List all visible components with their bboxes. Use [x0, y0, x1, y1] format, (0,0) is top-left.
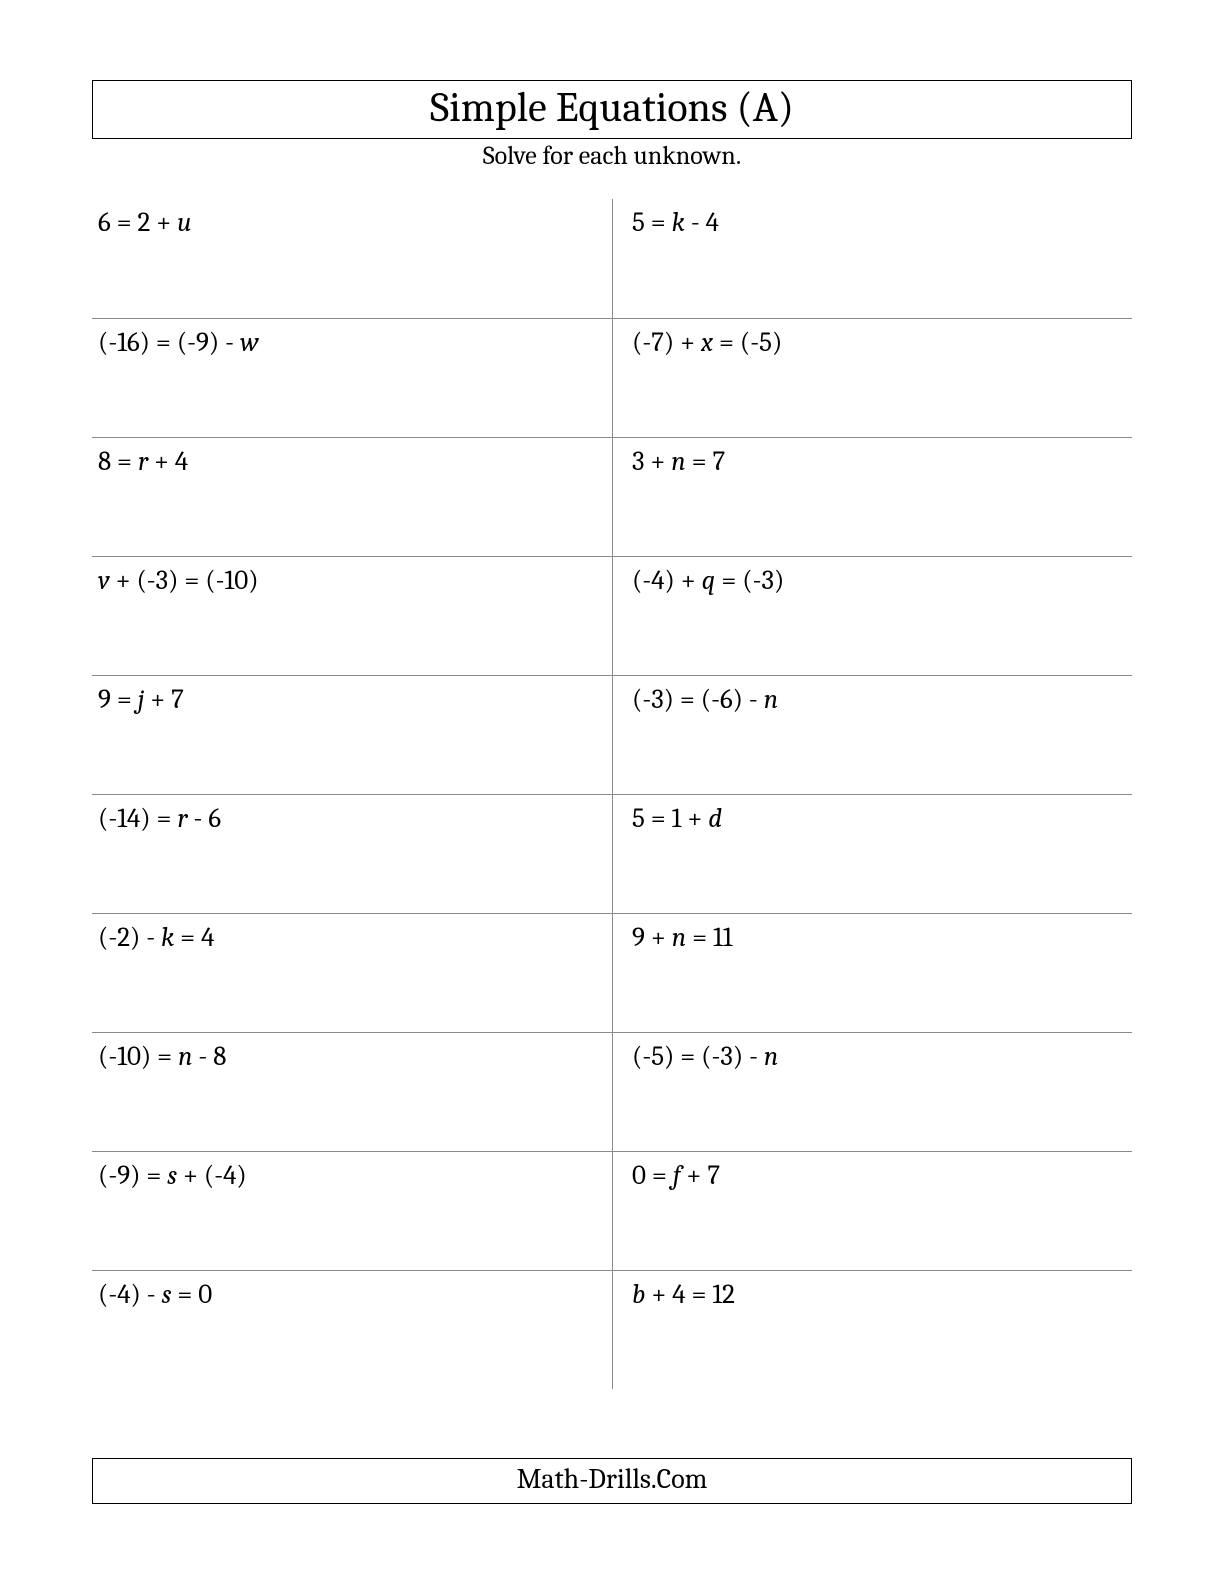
title-box: Simple Equations (A) — [92, 80, 1132, 139]
equation-text: - 8 — [192, 1041, 226, 1072]
equation-text: 5 = 1 + — [632, 803, 708, 834]
variable: u — [177, 207, 191, 238]
equation-text: = 4 — [174, 922, 214, 953]
equation-cell: (-4) + q = (-3) — [612, 556, 1132, 675]
equation-cell: (-10) = n - 8 — [92, 1032, 612, 1151]
page-footer: Math-Drills.Com — [92, 1458, 1132, 1504]
equation-cell: (-5) = (-3) - n — [612, 1032, 1132, 1151]
equation-text: (-10) = — [98, 1041, 178, 1072]
equation-cell: v + (-3) = (-10) — [92, 556, 612, 675]
variable: n — [764, 684, 778, 715]
equation-text: 6 = 2 + — [98, 207, 177, 238]
equation-text: = 11 — [686, 922, 732, 953]
equation-text: = 0 — [171, 1279, 212, 1310]
variable: r — [177, 803, 187, 834]
variable: w — [240, 327, 259, 358]
equation-cell: 9 + n = 11 — [612, 913, 1132, 1032]
variable: b — [632, 1279, 645, 1310]
equation-grid: 6 = 2 + u(-16) = (-9) - w8 = r + 4v + (-… — [92, 199, 1132, 1389]
variable: k — [672, 207, 685, 238]
page-subtitle: Solve for each unknown. — [92, 141, 1132, 171]
variable: x — [701, 327, 713, 358]
equation-cell: (-4) - s = 0 — [92, 1270, 612, 1389]
equation-text: (-7) + — [632, 327, 701, 358]
variable: n — [178, 1041, 192, 1072]
equation-cell: (-14) = r - 6 — [92, 794, 612, 913]
variable: v — [98, 565, 110, 596]
equation-cell: 0 = f + 7 — [612, 1151, 1132, 1270]
variable: s — [167, 1160, 177, 1191]
equation-text: (-2) - — [98, 922, 161, 953]
equation-cell: (-9) = s + (-4) — [92, 1151, 612, 1270]
equation-text: = (-5) — [713, 327, 782, 358]
equation-text: + 4 = 12 — [645, 1279, 734, 1310]
equation-text: 9 = — [98, 684, 138, 715]
variable: s — [162, 1279, 172, 1310]
worksheet-page: Simple Equations (A) Solve for each unkn… — [92, 80, 1132, 1389]
equation-cell: 5 = 1 + d — [612, 794, 1132, 913]
equation-text: (-4) - — [98, 1279, 162, 1310]
equation-cell: b + 4 = 12 — [612, 1270, 1132, 1389]
equation-cell: (-16) = (-9) - w — [92, 318, 612, 437]
variable: q — [702, 565, 716, 596]
variable: k — [161, 922, 174, 953]
equation-text: = (-3) — [715, 565, 784, 596]
equation-text: + 4 — [148, 446, 188, 477]
equation-text: + (-4) — [177, 1160, 247, 1191]
equation-text: 3 + — [632, 446, 671, 477]
variable: r — [138, 446, 148, 477]
equation-text: (-5) = (-3) - — [632, 1041, 764, 1072]
equation-cell: (-7) + x = (-5) — [612, 318, 1132, 437]
equation-text: + 7 — [680, 1160, 720, 1191]
vertical-divider — [612, 199, 613, 1389]
equation-cell: (-2) - k = 4 — [92, 913, 612, 1032]
equation-cell: 6 = 2 + u — [92, 199, 612, 318]
equation-text: - 6 — [188, 803, 221, 834]
equation-text: (-16) = (-9) - — [98, 327, 240, 358]
variable: n — [672, 922, 686, 953]
equation-text: + 7 — [144, 684, 184, 715]
column-right: 5 = k - 4(-7) + x = (-5)3 + n = 7(-4) + … — [612, 199, 1132, 1389]
equation-text: - 4 — [685, 207, 719, 238]
equation-cell: 9 = j + 7 — [92, 675, 612, 794]
equation-text: + (-3) = (-10) — [110, 565, 259, 596]
equation-text: (-4) + — [632, 565, 702, 596]
equation-text: 8 = — [98, 446, 138, 477]
equation-text: (-14) = — [98, 803, 177, 834]
variable: d — [708, 803, 722, 834]
equation-text: 9 + — [632, 922, 672, 953]
equation-cell: 5 = k - 4 — [612, 199, 1132, 318]
column-left: 6 = 2 + u(-16) = (-9) - w8 = r + 4v + (-… — [92, 199, 612, 1389]
equation-text: 0 = — [632, 1160, 673, 1191]
equation-cell: 3 + n = 7 — [612, 437, 1132, 556]
equation-text: 5 = — [632, 207, 672, 238]
equation-cell: 8 = r + 4 — [92, 437, 612, 556]
equation-text: (-3) = (-6) - — [632, 684, 764, 715]
variable: n — [764, 1041, 778, 1072]
equation-text: (-9) = — [98, 1160, 167, 1191]
equation-text: = 7 — [686, 446, 726, 477]
variable: n — [671, 446, 685, 477]
page-title: Simple Equations (A) — [430, 83, 794, 132]
equation-cell: (-3) = (-6) - n — [612, 675, 1132, 794]
